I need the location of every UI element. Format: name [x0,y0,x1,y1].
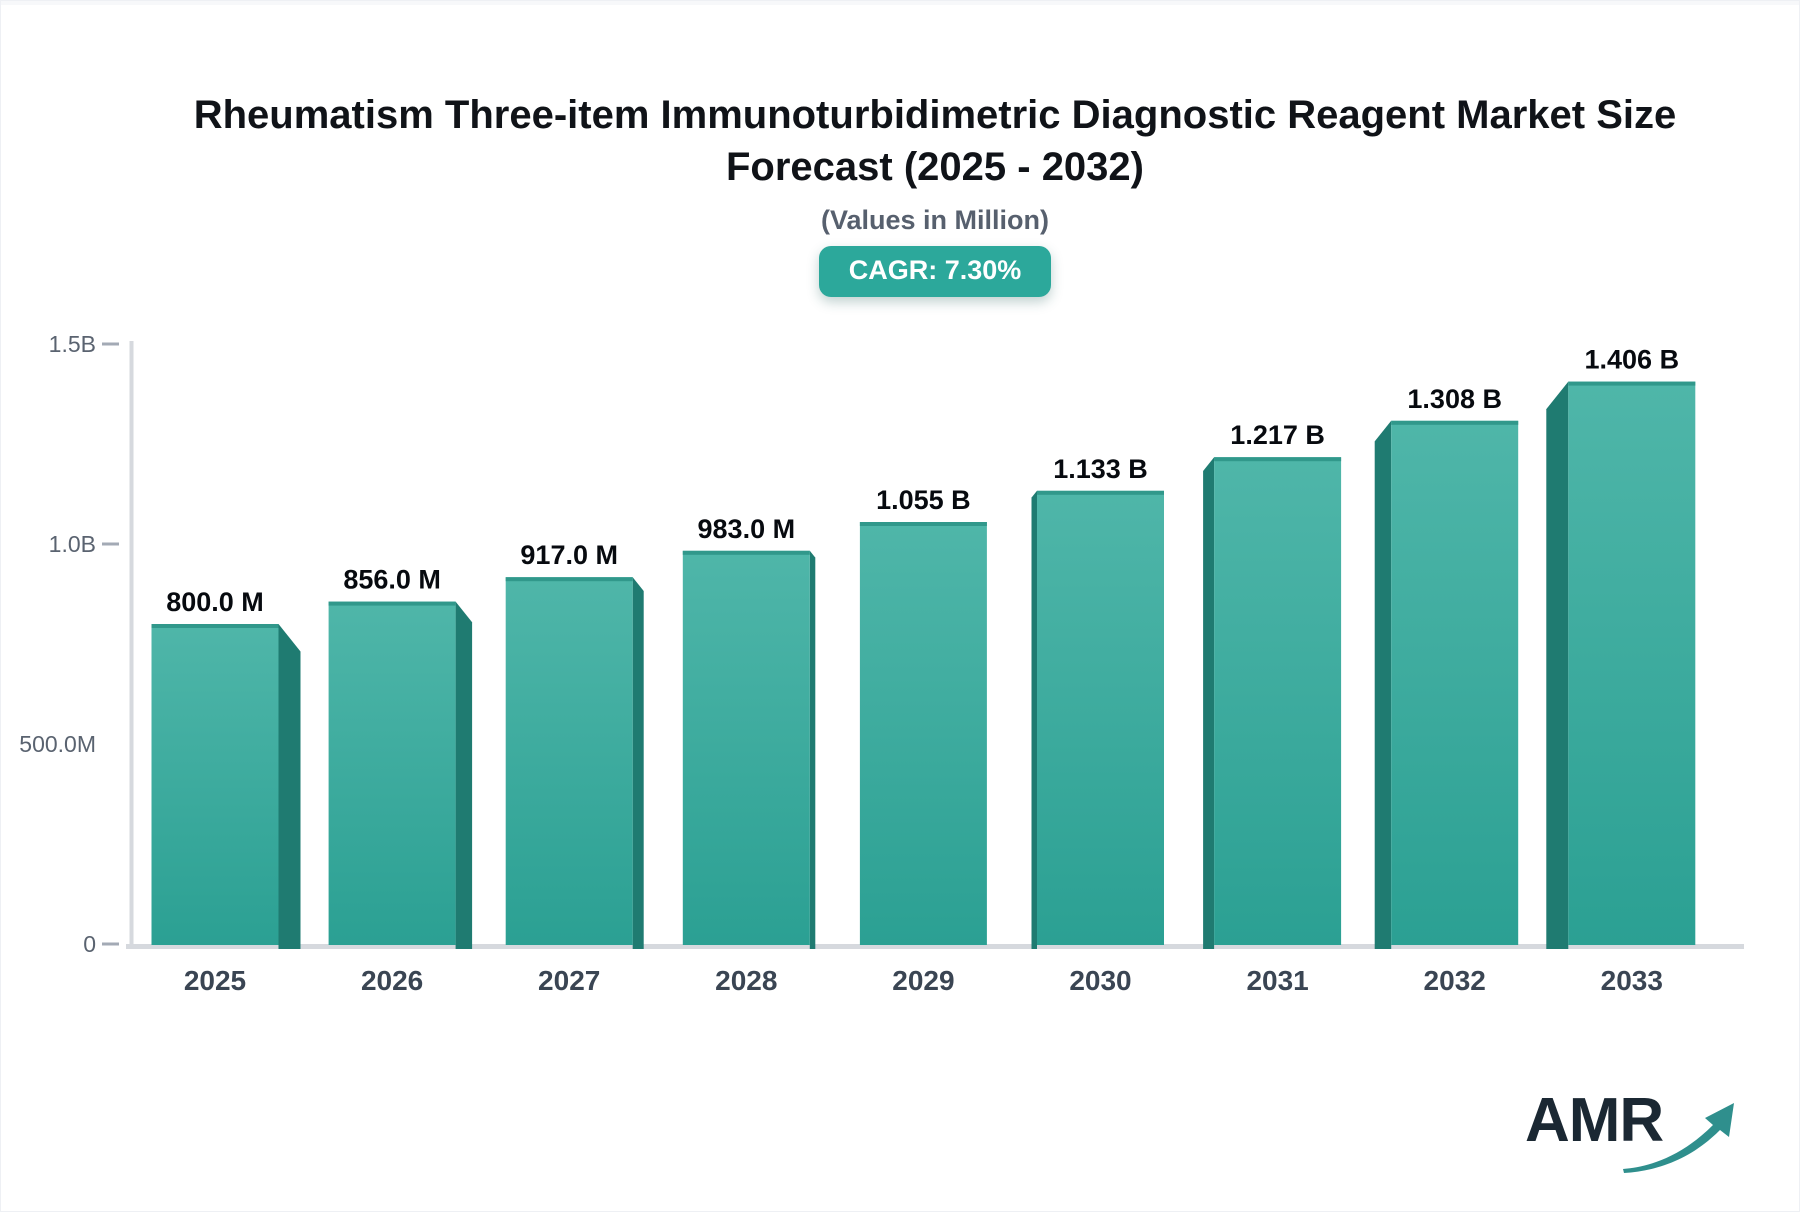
bar-2032[interactable]: 1.308 B 2032 [1374,384,1519,996]
bar-front-face [1214,457,1342,945]
bar-2027[interactable]: 917.0 M 2027 [505,540,644,996]
bar-top-edge [1037,490,1164,495]
bar-2033[interactable]: 1.406 B 2033 [1546,345,1696,996]
bar-value-label: 856.0 M [343,565,441,595]
x-category-label: 2031 [1246,965,1308,996]
bar-top-edge [328,601,456,606]
bar-2028[interactable]: 983.0 M 2028 [682,514,816,996]
bar-front-face [151,624,279,945]
bar-front-face [1037,490,1164,945]
bar-top-edge [859,522,987,526]
bar-front-face [859,522,987,945]
growth-arrow-icon [1623,1103,1734,1173]
page-title: Rheumatism Three-item Immunoturbidimetri… [67,89,1799,193]
bar-side-face [1203,457,1215,949]
x-category-label: 2032 [1424,965,1486,996]
bar-value-label: 800.0 M [166,587,264,617]
x-category-label: 2028 [715,965,777,996]
title-line-2: Forecast (2025 - 2032) [725,145,1144,189]
amr-logo-text: AMR [1525,1086,1664,1155]
x-category-label: 2027 [538,965,600,996]
bar-top-edge [505,577,633,582]
bar-top-edge [1391,420,1519,425]
x-category-label: 2033 [1601,965,1663,996]
x-category-label: 2025 [184,965,246,996]
y-tick-label: 1.0B [49,531,96,557]
bar-front-face [1391,420,1519,945]
bar-side-face [1031,490,1037,949]
bar-front-face [328,601,456,945]
chart-subtitle: (Values in Million) [820,205,1050,235]
bar-2030[interactable]: 1.133 B 2030 [1031,454,1165,996]
x-category-label: 2026 [361,965,423,996]
amr-logo: AMR [1525,1077,1735,1177]
y-tick-label: 500.0M [19,731,96,757]
bar-front-face [1568,381,1696,946]
bar-front-face [505,577,633,945]
page-top-strip [1,1,1799,5]
x-category-label: 2029 [892,965,954,996]
cagr-badge: CAGR: 7.30% [818,246,1052,297]
bar-top-edge [682,550,810,555]
bar-value-label: 1.055 B [876,485,971,515]
bar-2029[interactable]: 1.055 B 2029 [859,485,987,996]
bar-front-face [682,550,810,945]
bar-side-face [632,577,644,949]
bar-value-label: 1.217 B [1230,420,1325,450]
y-tick-label: 0 [83,931,96,957]
title-line-1: Rheumatism Three-item Immunoturbidimetri… [193,93,1677,137]
bar-value-label: 983.0 M [698,514,796,544]
y-tick-label: 1.5B [49,331,96,357]
bar-side-face [455,601,473,949]
bar-2026[interactable]: 856.0 M 2026 [328,565,473,996]
bar-value-label: 1.308 B [1407,384,1502,414]
bar-value-label: 917.0 M [520,540,618,570]
bar-value-label: 1.406 B [1585,345,1680,375]
bar-top-edge [1214,457,1342,462]
bar-2031[interactable]: 1.217 B 2031 [1203,420,1342,996]
bar-side-face [278,624,301,949]
bar-side-face [1546,381,1569,950]
bar-value-label: 1.133 B [1053,454,1148,484]
bar-2025[interactable]: 800.0 M 2025 [151,587,301,996]
bar-side-face [1374,420,1392,949]
x-category-label: 2030 [1069,965,1131,996]
chart-header: Rheumatism Three-item Immunoturbidimetri… [67,89,1799,297]
bar-side-face [809,550,816,949]
bar-top-edge [1568,381,1696,386]
bar-top-edge [151,624,279,628]
